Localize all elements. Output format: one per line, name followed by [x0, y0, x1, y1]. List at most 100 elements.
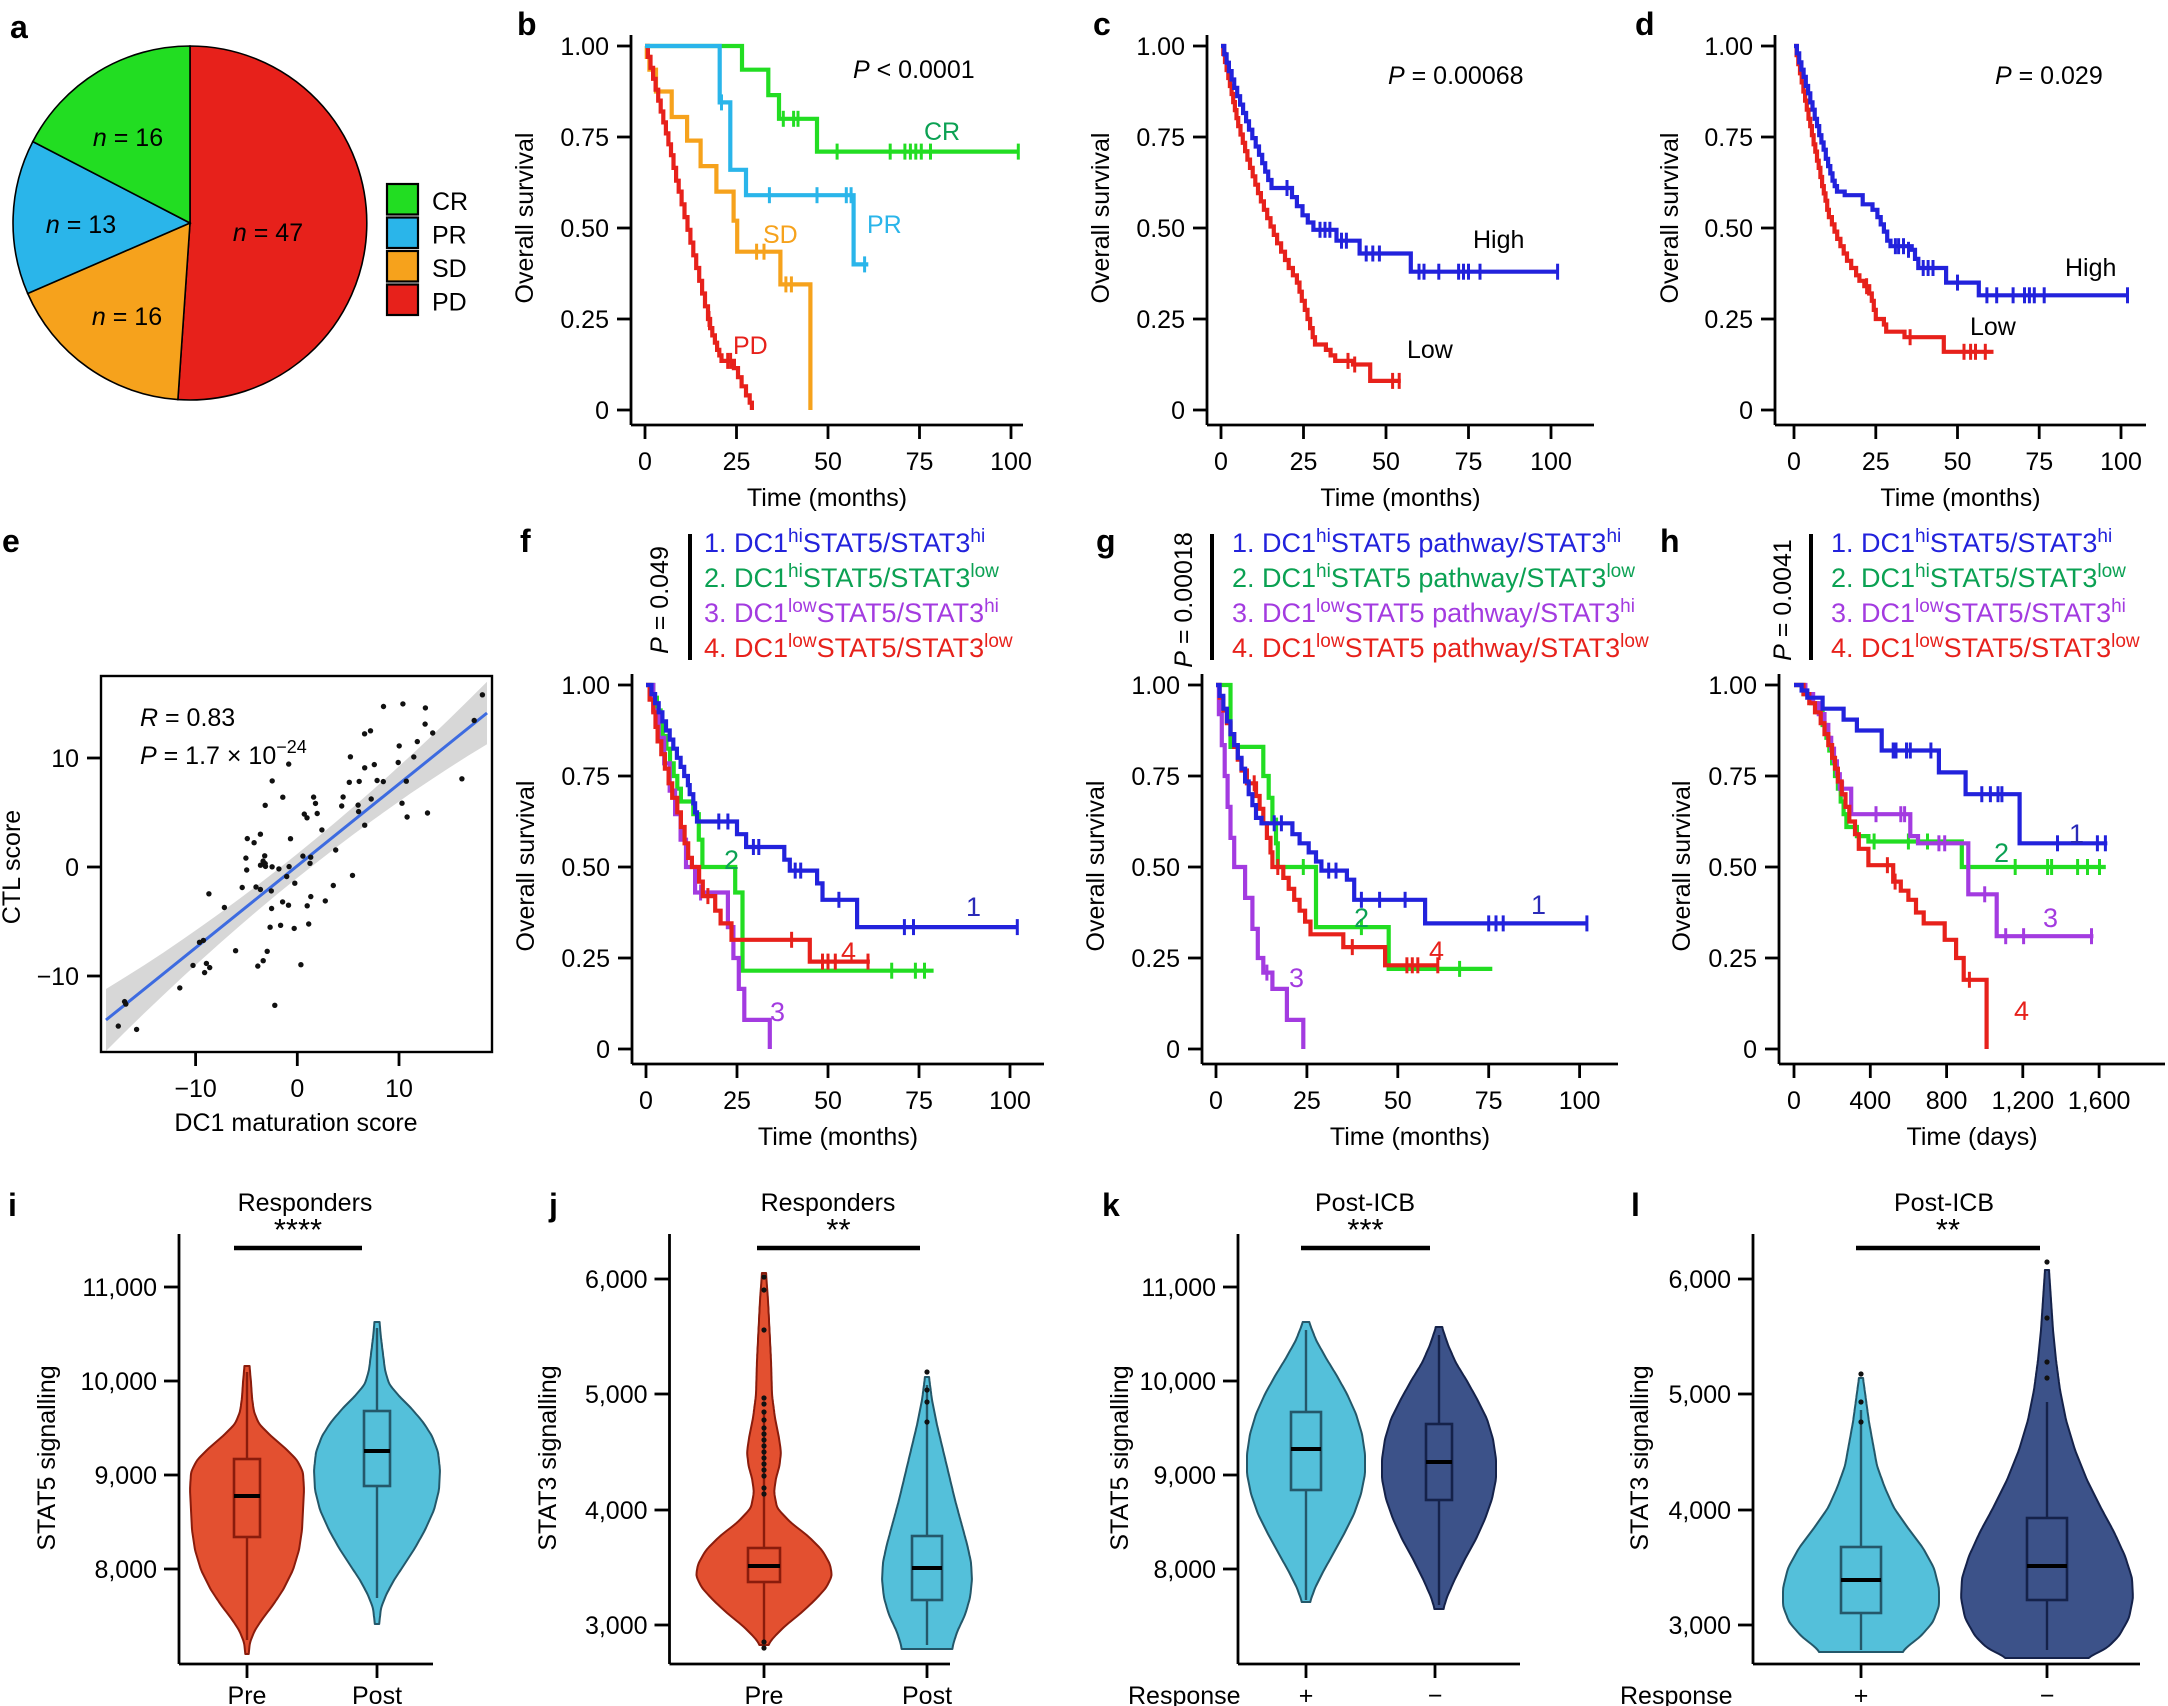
- svg-text:2. DC1hiSTAT5/STAT3low: 2. DC1hiSTAT5/STAT3low: [704, 561, 999, 593]
- svg-text:0: 0: [639, 1087, 653, 1115]
- svg-text:c: c: [1093, 6, 1111, 42]
- svg-text:3: 3: [2043, 903, 2058, 933]
- svg-text:CR: CR: [432, 188, 468, 216]
- svg-text:1,600: 1,600: [2068, 1087, 2131, 1115]
- svg-text:1: 1: [966, 892, 981, 922]
- svg-text:25: 25: [1862, 448, 1890, 476]
- svg-text:PD: PD: [432, 289, 467, 317]
- svg-text:n = 16: n = 16: [92, 303, 162, 331]
- svg-text:Overall survival: Overall survival: [1087, 133, 1115, 304]
- svg-text:0.75: 0.75: [1704, 124, 1753, 152]
- svg-text:R = 0.83: R = 0.83: [140, 704, 235, 732]
- svg-text:Time (months): Time (months): [1320, 484, 1480, 512]
- svg-text:75: 75: [1455, 448, 1483, 476]
- svg-text:3. DC1lowSTAT5 pathway/STAT3hi: 3. DC1lowSTAT5 pathway/STAT3hi: [1232, 596, 1635, 628]
- svg-text:11,000: 11,000: [1141, 1274, 1216, 1302]
- svg-text:1.00: 1.00: [1136, 33, 1185, 61]
- svg-text:100: 100: [990, 448, 1032, 476]
- svg-text:Low: Low: [1970, 313, 2017, 341]
- svg-text:25: 25: [1290, 448, 1318, 476]
- svg-text:0.25: 0.25: [560, 306, 609, 334]
- svg-text:100: 100: [989, 1087, 1031, 1115]
- svg-text:2: 2: [1354, 903, 1369, 933]
- svg-text:4,000: 4,000: [585, 1497, 648, 1525]
- svg-text:l: l: [1631, 1187, 1640, 1223]
- svg-text:0.25: 0.25: [1131, 945, 1180, 973]
- svg-text:0: 0: [290, 1075, 304, 1103]
- svg-text:k: k: [1102, 1187, 1120, 1223]
- svg-text:0: 0: [638, 448, 652, 476]
- svg-text:Responders: Responders: [761, 1189, 896, 1217]
- svg-text:0: 0: [1787, 448, 1801, 476]
- svg-text:1: 1: [2069, 819, 2084, 849]
- svg-text:a: a: [10, 9, 28, 45]
- svg-text:Time (months): Time (months): [758, 1123, 918, 1151]
- svg-text:P = 0.0041: P = 0.0041: [1769, 539, 1797, 661]
- svg-text:g: g: [1096, 523, 1116, 559]
- svg-text:2: 2: [724, 845, 739, 875]
- svg-text:DC1 maturation score: DC1 maturation score: [174, 1109, 417, 1137]
- svg-text:Responders: Responders: [238, 1189, 373, 1217]
- svg-text:CTL score: CTL score: [0, 810, 26, 924]
- svg-text:Time (days): Time (days): [1906, 1123, 2037, 1151]
- svg-text:4,000: 4,000: [1668, 1497, 1731, 1525]
- svg-text:SD: SD: [763, 221, 798, 249]
- svg-text:2: 2: [1994, 838, 2009, 868]
- svg-text:75: 75: [906, 448, 934, 476]
- svg-text:0.25: 0.25: [561, 945, 610, 973]
- svg-text:1. DC1hiSTAT5 pathway/STAT3hi: 1. DC1hiSTAT5 pathway/STAT3hi: [1232, 526, 1621, 558]
- svg-text:CR: CR: [924, 118, 960, 146]
- svg-text:100: 100: [1559, 1087, 1601, 1115]
- svg-text:Post-ICB: Post-ICB: [1894, 1189, 1994, 1217]
- svg-text:n = 16: n = 16: [93, 124, 163, 152]
- svg-text:11,000: 11,000: [82, 1274, 157, 1302]
- svg-text:4: 4: [1429, 936, 1444, 966]
- svg-text:400: 400: [1849, 1087, 1891, 1115]
- svg-text:Pre: Pre: [228, 1682, 267, 1706]
- svg-text:Time (months): Time (months): [747, 484, 907, 512]
- svg-text:800: 800: [1926, 1087, 1968, 1115]
- svg-text:**: **: [1936, 1212, 1960, 1247]
- svg-text:Time (months): Time (months): [1880, 484, 2040, 512]
- svg-text:STAT5 signalling: STAT5 signalling: [1106, 1365, 1134, 1550]
- svg-text:PR: PR: [432, 222, 467, 250]
- svg-text:75: 75: [2025, 448, 2053, 476]
- svg-text:0: 0: [1787, 1087, 1801, 1115]
- svg-text:0: 0: [1214, 448, 1228, 476]
- svg-text:4: 4: [2014, 996, 2029, 1026]
- svg-text:Overall survival: Overall survival: [1656, 133, 1684, 304]
- svg-text:0: 0: [1209, 1087, 1223, 1115]
- svg-text:0.25: 0.25: [1136, 306, 1185, 334]
- svg-text:4. DC1lowSTAT5/STAT3low: 4. DC1lowSTAT5/STAT3low: [704, 631, 1013, 663]
- svg-text:P = 0.00068: P = 0.00068: [1388, 62, 1524, 90]
- svg-text:0: 0: [65, 854, 79, 882]
- svg-text:Overall survival: Overall survival: [1668, 781, 1696, 952]
- svg-text:Post: Post: [352, 1682, 402, 1706]
- svg-text:P < 0.0001: P < 0.0001: [853, 56, 975, 84]
- svg-text:P = 0.049: P = 0.049: [646, 546, 674, 654]
- svg-text:10,000: 10,000: [1140, 1368, 1216, 1396]
- svg-text:75: 75: [905, 1087, 933, 1115]
- svg-text:75: 75: [1475, 1087, 1503, 1115]
- svg-text:Overall survival: Overall survival: [1082, 781, 1110, 952]
- svg-text:Response: Response: [1128, 1682, 1241, 1706]
- svg-text:SD: SD: [432, 255, 467, 283]
- svg-text:50: 50: [814, 448, 842, 476]
- svg-text:0.75: 0.75: [561, 763, 610, 791]
- svg-text:1. DC1hiSTAT5/STAT3hi: 1. DC1hiSTAT5/STAT3hi: [1831, 526, 2112, 558]
- svg-text:****: ****: [274, 1212, 322, 1247]
- svg-text:0.50: 0.50: [1136, 215, 1185, 243]
- svg-text:0.75: 0.75: [560, 124, 609, 152]
- svg-text:j: j: [548, 1187, 558, 1223]
- svg-text:h: h: [1660, 523, 1680, 559]
- svg-text:0: 0: [1166, 1036, 1180, 1064]
- svg-text:+: +: [1854, 1682, 1869, 1706]
- svg-text:1.00: 1.00: [560, 33, 609, 61]
- svg-text:0.25: 0.25: [1704, 306, 1753, 334]
- svg-text:**: **: [826, 1212, 850, 1247]
- svg-text:1.00: 1.00: [561, 672, 610, 700]
- svg-text:9,000: 9,000: [1153, 1462, 1216, 1490]
- svg-text:0.75: 0.75: [1136, 124, 1185, 152]
- svg-text:0.50: 0.50: [1131, 854, 1180, 882]
- svg-text:0.75: 0.75: [1708, 763, 1757, 791]
